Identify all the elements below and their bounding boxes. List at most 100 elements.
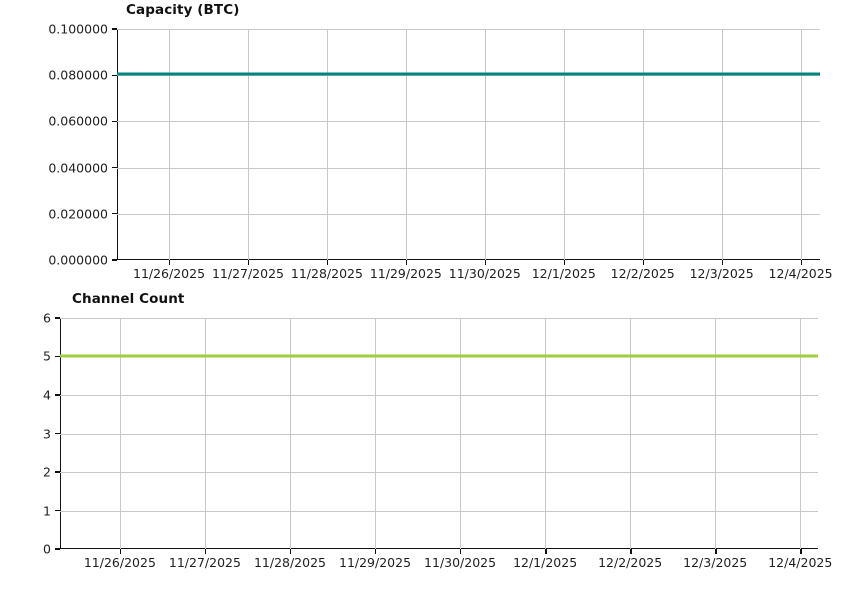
channel-count-y-tick-label: 4 bbox=[43, 387, 51, 403]
channel-count-x-tick-label: 12/4/2025 bbox=[768, 555, 833, 570]
capacity-y-tick-label: 0.040000 bbox=[48, 160, 108, 176]
capacity-x-tick-label: 12/1/2025 bbox=[531, 266, 596, 281]
capacity-gridline-vertical bbox=[563, 29, 565, 260]
capacity-x-tick bbox=[721, 260, 724, 265]
capacity-chart-title: Capacity (BTC) bbox=[126, 2, 240, 18]
channel-count-gridline-vertical bbox=[119, 318, 121, 549]
channel-count-x-tick-label: 11/26/2025 bbox=[83, 555, 156, 570]
channel-count-y-tick bbox=[55, 355, 60, 358]
channel-count-x-tick-label: 11/30/2025 bbox=[424, 555, 497, 570]
channel-count-x-tick bbox=[800, 549, 802, 554]
capacity-x-tick-label: 11/28/2025 bbox=[290, 266, 363, 281]
channel-count-chart-title: Channel Count bbox=[72, 291, 185, 307]
channel-count-x-tick-label: 11/27/2025 bbox=[168, 555, 241, 570]
capacity-x-tick-label: 11/29/2025 bbox=[369, 266, 442, 281]
channel-count-gridline-horizontal bbox=[60, 394, 818, 396]
capacity-x-tick-label: 11/27/2025 bbox=[211, 266, 284, 281]
capacity-gridline-vertical bbox=[247, 29, 249, 260]
channel-count-chart: Channel Count 6 5 4 3 2 1 0 11/26/2025 11/27/202… bbox=[0, 290, 860, 600]
channel-count-x-tick bbox=[545, 549, 547, 554]
capacity-gridline-vertical bbox=[169, 29, 171, 260]
capacity-x-tick bbox=[642, 260, 645, 265]
channel-count-x-tick-label: 11/29/2025 bbox=[338, 555, 412, 570]
capacity-gridline-vertical bbox=[721, 29, 723, 260]
capacity-y-tick bbox=[112, 120, 117, 123]
capacity-y-tick bbox=[112, 259, 117, 261]
channel-count-x-tick bbox=[715, 549, 717, 554]
capacity-gridline-horizontal bbox=[117, 213, 820, 215]
capacity-y-tick bbox=[112, 213, 117, 215]
channel-count-gridline-vertical bbox=[375, 318, 377, 549]
capacity-chart: Capacity (BTC) 0.100000 0.080000 0.060000 0… bbox=[0, 0, 860, 290]
channel-count-y-tick bbox=[55, 394, 60, 396]
channel-count-y-tick bbox=[55, 317, 60, 319]
capacity-gridline-horizontal bbox=[117, 29, 820, 30]
capacity-y-tick-label: 0.000000 bbox=[48, 252, 108, 268]
channel-count-x-tick-label: 12/3/2025 bbox=[683, 555, 748, 570]
channel-count-gridline-vertical bbox=[715, 318, 717, 549]
capacity-gridline-horizontal bbox=[117, 75, 820, 77]
capacity-series-line bbox=[117, 72, 820, 76]
channel-count-gridline-vertical bbox=[545, 318, 547, 549]
channel-count-gridline-horizontal bbox=[60, 510, 818, 512]
channel-count-x-tick-label: 11/28/2025 bbox=[253, 555, 326, 570]
channel-count-gridline-horizontal bbox=[60, 318, 818, 319]
channel-count-y-tick bbox=[55, 432, 60, 435]
capacity-gridline-vertical bbox=[642, 29, 644, 260]
channel-count-x-tick-label: 12/1/2025 bbox=[513, 555, 578, 570]
channel-count-y-tick-label: 0 bbox=[43, 541, 51, 557]
capacity-x-tick-label: 11/30/2025 bbox=[448, 266, 521, 281]
capacity-y-tick-label: 0.020000 bbox=[48, 206, 108, 222]
capacity-gridline-vertical bbox=[484, 29, 486, 260]
channel-count-y-tick bbox=[55, 548, 60, 550]
channel-count-gridline-vertical bbox=[289, 318, 291, 549]
capacity-gridline-vertical bbox=[326, 29, 328, 260]
channel-count-gridline-horizontal bbox=[60, 471, 818, 473]
channel-count-x-tick bbox=[204, 549, 207, 554]
channel-count-gridline-vertical bbox=[800, 318, 802, 549]
channel-count-y-tick bbox=[55, 509, 60, 512]
capacity-x-tick bbox=[326, 260, 329, 265]
capacity-y-axis-line bbox=[117, 29, 119, 260]
capacity-plot-area: 0.100000 0.080000 0.060000 0.040000 0.020000… bbox=[48, 22, 832, 282]
capacity-y-tick bbox=[112, 74, 117, 76]
channel-count-y-tick-label: 6 bbox=[43, 310, 51, 326]
channel-count-series-line bbox=[60, 354, 818, 358]
capacity-gridline-vertical bbox=[800, 29, 802, 260]
channel-count-gridline-horizontal bbox=[60, 433, 818, 435]
channel-count-y-tick-label: 3 bbox=[43, 426, 51, 441]
channel-count-y-tick bbox=[55, 471, 60, 473]
capacity-x-axis-line bbox=[117, 258, 820, 260]
capacity-x-tick-label: 12/4/2025 bbox=[768, 266, 833, 281]
channel-count-gridline-vertical bbox=[204, 318, 206, 549]
channel-count-gridline-vertical bbox=[460, 318, 462, 549]
capacity-gridline-vertical bbox=[405, 29, 407, 260]
channel-count-x-tick bbox=[460, 549, 462, 554]
channel-count-x-tick bbox=[630, 549, 632, 554]
channel-count-x-tick bbox=[289, 549, 292, 554]
capacity-gridline-horizontal bbox=[117, 167, 820, 169]
channel-count-x-tick bbox=[375, 549, 377, 554]
capacity-x-tick bbox=[247, 260, 250, 265]
channel-count-x-axis-line bbox=[60, 547, 818, 549]
channel-count-x-tick bbox=[119, 549, 122, 554]
capacity-y-tick bbox=[112, 166, 117, 169]
capacity-x-tick bbox=[563, 260, 566, 265]
capacity-gridline-horizontal bbox=[117, 121, 820, 123]
channel-count-y-tick-label: 1 bbox=[43, 503, 51, 518]
capacity-x-tick-label: 12/2/2025 bbox=[610, 266, 675, 281]
capacity-y-tick-label: 0.060000 bbox=[48, 113, 108, 129]
capacity-x-tick bbox=[405, 260, 408, 265]
capacity-y-tick-label: 0.100000 bbox=[48, 21, 108, 37]
channel-count-gridline-vertical bbox=[630, 318, 632, 549]
channel-count-x-tick-label: 12/2/2025 bbox=[598, 555, 663, 570]
capacity-x-tick-label: 12/3/2025 bbox=[689, 266, 754, 281]
channel-count-plot-area: 6 5 4 3 2 1 0 11/26/2025 11/27/2025 11/28/2025 11/… bbox=[43, 311, 832, 571]
capacity-x-tick bbox=[800, 260, 802, 265]
capacity-y-tick bbox=[112, 28, 117, 30]
channel-count-y-tick-label: 5 bbox=[43, 348, 51, 364]
capacity-x-tick bbox=[169, 260, 171, 265]
channel-count-y-tick-label: 2 bbox=[43, 464, 51, 480]
capacity-y-tick-label: 0.080000 bbox=[48, 67, 108, 83]
capacity-x-tick-label: 11/26/2025 bbox=[132, 266, 206, 281]
